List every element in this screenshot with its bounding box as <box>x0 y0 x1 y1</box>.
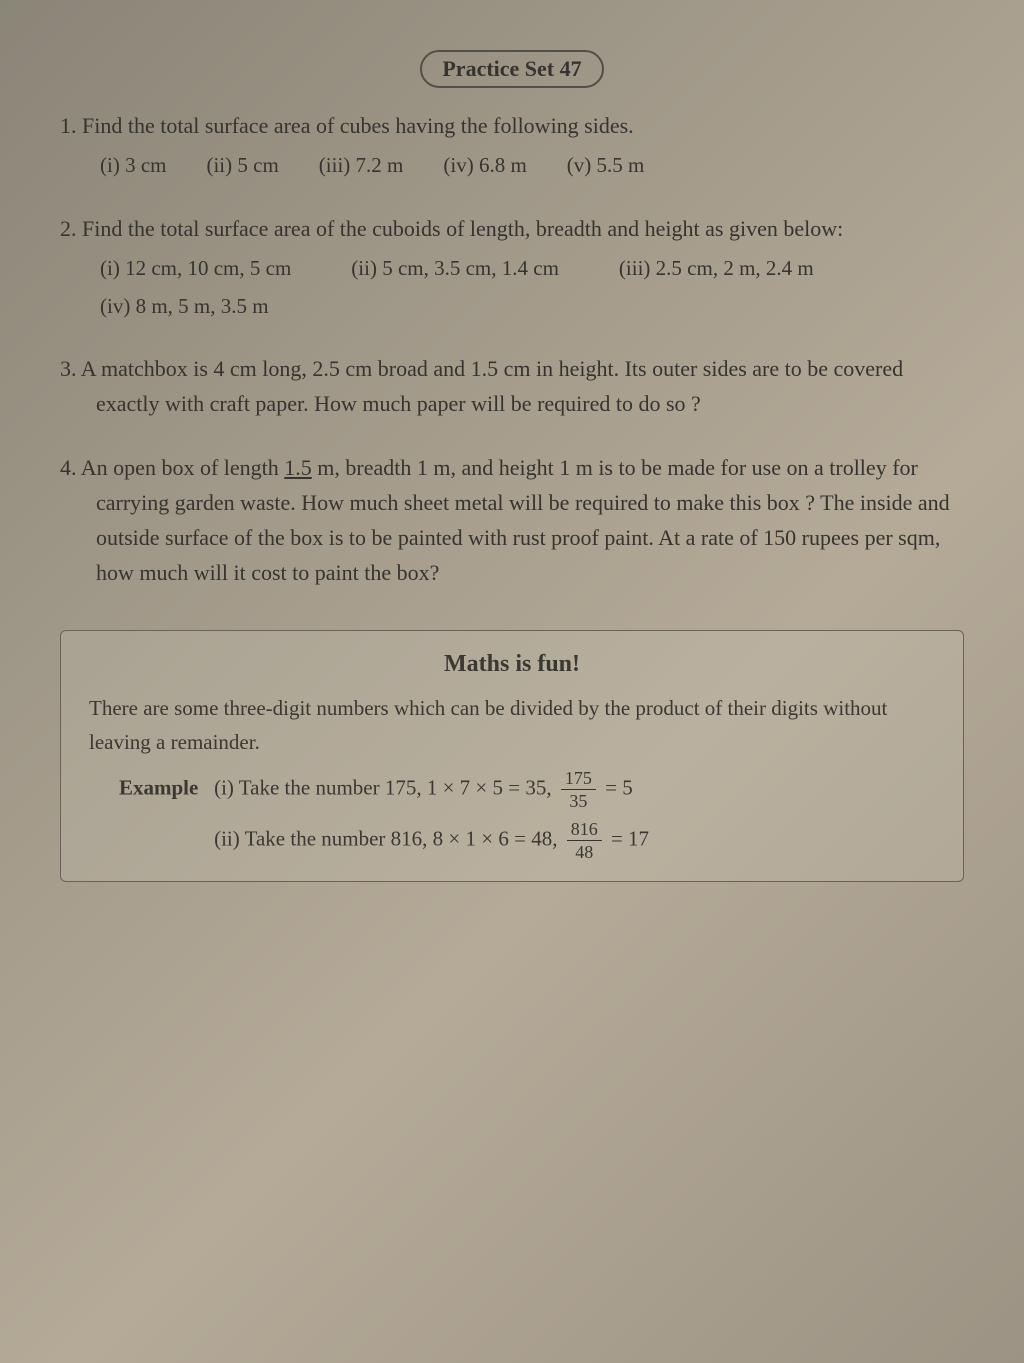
question-3: 3. A matchbox is 4 cm long, 2.5 cm broad… <box>60 351 964 421</box>
question-4: 4. An open box of length 1.5 m, breadth … <box>60 450 964 591</box>
q2-options: (i) 12 cm, 10 cm, 5 cm (ii) 5 cm, 3.5 cm… <box>60 252 964 323</box>
q4-underline: 1.5 <box>284 455 312 480</box>
q4-text: 4. An open box of length 1.5 m, breadth … <box>60 450 964 591</box>
ex2-num: 816 <box>567 820 602 841</box>
q2-opt-i: (i) 12 cm, 10 cm, 5 cm <box>100 252 291 286</box>
q1-text: 1. Find the total surface area of cubes … <box>60 108 964 143</box>
ex2-b: = 17 <box>611 827 649 851</box>
maths-fun-body: There are some three-digit numbers which… <box>89 692 935 759</box>
q1-options: (i) 3 cm (ii) 5 cm (iii) 7.2 m (iv) 6.8 … <box>60 149 964 183</box>
q3-text: 3. A matchbox is 4 cm long, 2.5 cm broad… <box>60 351 964 421</box>
practice-header: Practice Set 47 <box>60 50 964 88</box>
example-label: Example <box>119 776 198 800</box>
q1-opt-v: (v) 5.5 m <box>567 149 645 183</box>
question-2: 2. Find the total surface area of the cu… <box>60 211 964 323</box>
q4-text-a: 4. An open box of length <box>60 455 284 480</box>
q2-opt-ii: (ii) 5 cm, 3.5 cm, 1.4 cm <box>351 252 559 286</box>
ex1-a: (i) Take the number 175, 1 × 7 × 5 = 35, <box>214 776 557 800</box>
page-content: Practice Set 47 1. Find the total surfac… <box>60 50 964 882</box>
ex1-fraction: 175 35 <box>561 769 596 810</box>
q2-opt-iv: (iv) 8 m, 5 m, 3.5 m <box>100 290 269 324</box>
q2-text: 2. Find the total surface area of the cu… <box>60 211 964 246</box>
q1-opt-ii: (ii) 5 cm <box>206 149 278 183</box>
q1-opt-iv: (iv) 6.8 m <box>443 149 526 183</box>
q1-opt-i: (i) 3 cm <box>100 149 166 183</box>
maths-fun-title: Maths is fun! <box>89 651 935 678</box>
example-2: Example (ii) Take the number 816, 8 × 1 … <box>89 820 935 861</box>
ex1-num: 175 <box>561 769 596 790</box>
ex1-den: 35 <box>561 790 596 810</box>
ex2-fraction: 816 48 <box>567 820 602 861</box>
q1-opt-iii: (iii) 7.2 m <box>319 149 404 183</box>
ex2-a: (ii) Take the number 816, 8 × 1 × 6 = 48… <box>214 827 563 851</box>
maths-fun-box: Maths is fun! There are some three-digit… <box>60 630 964 882</box>
ex1-b: = 5 <box>605 776 633 800</box>
question-1: 1. Find the total surface area of cubes … <box>60 108 964 183</box>
practice-set-label: Practice Set 47 <box>420 50 603 88</box>
q2-opt-iii: (iii) 2.5 cm, 2 m, 2.4 m <box>619 252 814 286</box>
ex2-den: 48 <box>567 841 602 861</box>
example-1: Example (i) Take the number 175, 1 × 7 ×… <box>89 769 935 810</box>
